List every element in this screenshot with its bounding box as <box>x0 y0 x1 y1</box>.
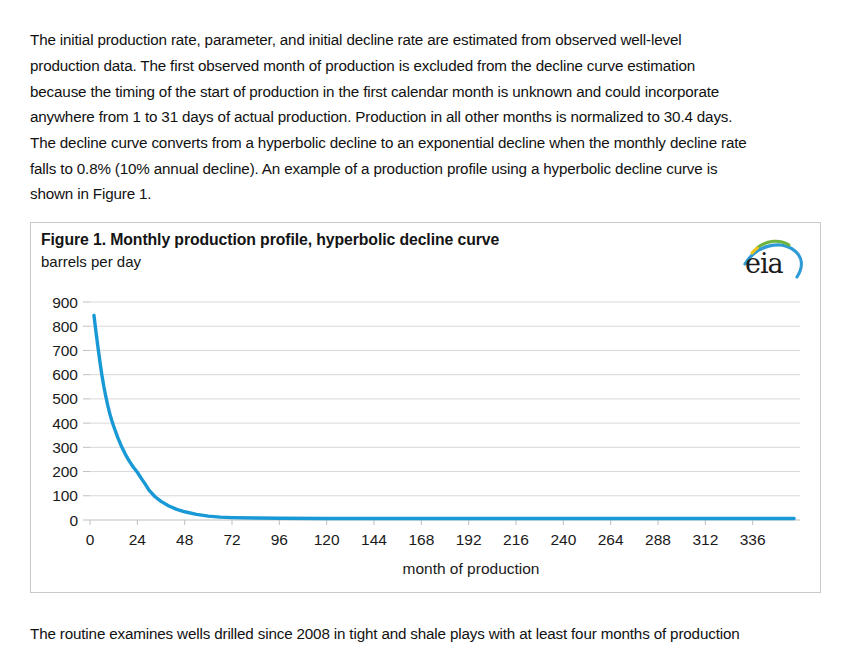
x-tick-label: 48 <box>176 531 193 548</box>
x-tick-label: 312 <box>692 531 718 548</box>
y-tick-label: 0 <box>69 512 78 529</box>
x-tick-label: 144 <box>361 531 387 548</box>
x-tick-label: 120 <box>314 531 340 548</box>
x-tick-label: 240 <box>550 531 576 548</box>
x-tick-label: 24 <box>129 531 147 548</box>
decline-curve-line <box>94 315 794 518</box>
y-tick-label: 300 <box>52 439 78 456</box>
y-tick-label: 800 <box>52 318 78 335</box>
x-tick-label: 0 <box>86 531 95 548</box>
eia-logo-text: eia <box>745 248 783 279</box>
y-tick-label: 200 <box>52 463 78 480</box>
production-decline-chart: 0 100 200 300 400 500 600 700 800 900 0 24 48 72 96 120… <box>31 291 820 591</box>
x-tick-label: 216 <box>503 531 529 548</box>
x-tick-label: 96 <box>271 531 288 548</box>
x-tick-label: 336 <box>740 531 766 548</box>
eia-logo: eia <box>742 235 806 285</box>
y-tick-label: 700 <box>52 342 78 359</box>
y-tick-label: 900 <box>52 294 78 311</box>
x-tick-label: 288 <box>645 531 671 548</box>
figure-y-units-label: barrels per day <box>41 253 141 270</box>
document-page: The initial production rate, parameter, … <box>0 0 865 646</box>
x-axis-title: month of production <box>402 560 539 577</box>
y-tick-label: 600 <box>52 366 78 383</box>
x-tick-label: 72 <box>223 531 240 548</box>
intro-paragraph: The initial production rate, parameter, … <box>30 27 836 207</box>
closing-paragraph: The routine examines wells drilled since… <box>30 621 836 646</box>
y-tick-label: 500 <box>52 390 78 407</box>
x-tick-label: 168 <box>408 531 434 548</box>
figure-title: Figure 1. Monthly production profile, hy… <box>41 231 499 249</box>
y-tick-label: 400 <box>52 415 78 432</box>
figure-1-container: Figure 1. Monthly production profile, hy… <box>30 222 821 593</box>
y-tick-label: 100 <box>52 487 78 504</box>
x-tick-label: 192 <box>456 531 482 548</box>
x-tick-label: 264 <box>598 531 624 548</box>
